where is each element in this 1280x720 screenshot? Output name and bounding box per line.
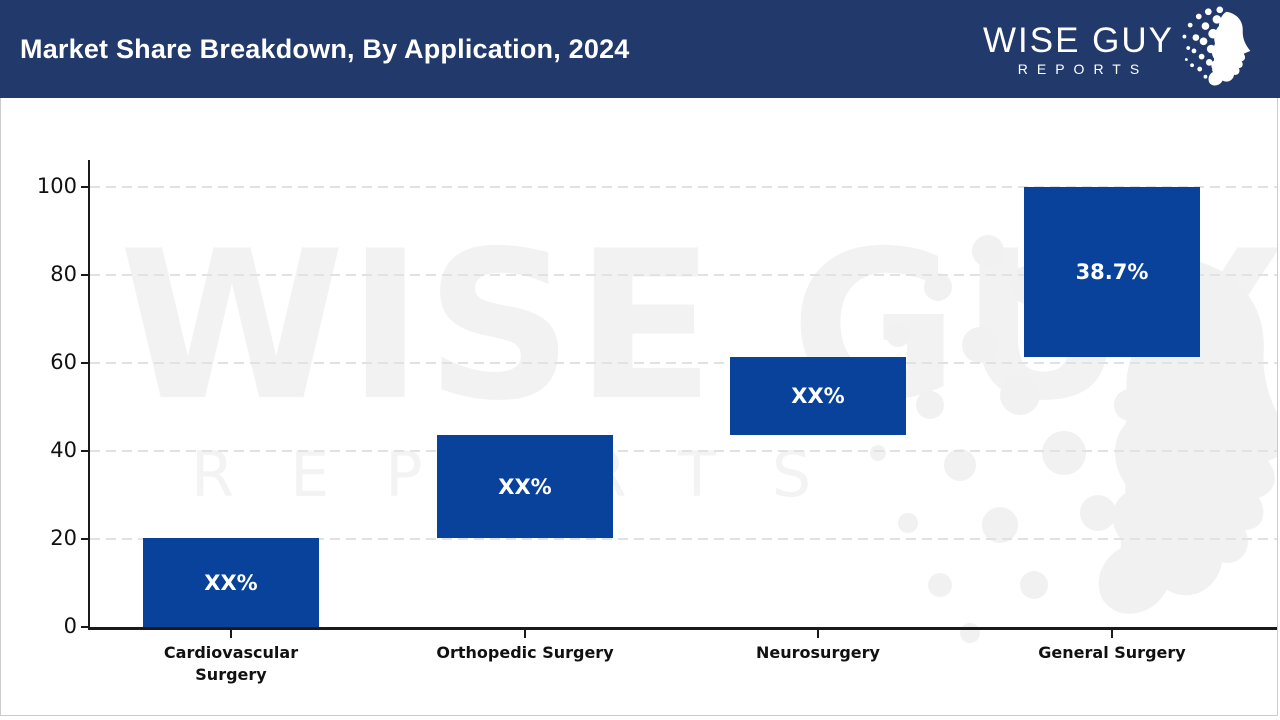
header: Market Share Breakdown, By Application, … — [0, 0, 1280, 98]
x-tick-label: General Surgery — [1038, 643, 1186, 662]
bar: XX% — [730, 357, 906, 436]
y-tick-label: 20 — [50, 526, 77, 550]
gridline — [90, 450, 1277, 452]
x-tick-label: Neurosurgery — [756, 643, 880, 662]
logo-wordmark: WISE GUY — [982, 20, 1174, 60]
y-axis-tick — [81, 626, 90, 628]
x-axis-tick — [1111, 629, 1113, 638]
y-tick-label: 40 — [50, 438, 77, 462]
y-axis-tick — [81, 538, 90, 540]
bar: XX% — [437, 435, 613, 539]
gridline — [90, 274, 1277, 276]
x-axis-tick — [524, 629, 526, 638]
page-title: Market Share Breakdown, By Application, … — [20, 33, 630, 64]
y-tick-label: 80 — [50, 262, 77, 286]
x-tick-label: Cardiovascular Surgery — [163, 643, 299, 684]
bar-value-label: 38.7% — [1075, 260, 1149, 285]
y-tick-label: 60 — [50, 350, 77, 374]
gridline — [90, 186, 1277, 188]
y-axis-tick — [81, 362, 90, 364]
bar-value-label: XX% — [204, 570, 258, 595]
y-axis-tick — [81, 186, 90, 188]
logo-face-icon — [1182, 6, 1251, 86]
bar: 38.7% — [1024, 187, 1200, 358]
x-axis-tick — [230, 629, 232, 638]
x-axis-tick — [817, 629, 819, 638]
gridline — [90, 538, 1277, 540]
plot-area: 0 20 40 60 80 100 XX% Cardiovascular Surgery XX%… — [1, 98, 1277, 715]
y-axis-line — [88, 160, 90, 630]
wise-guy-logo: WISE GUY REPORTS — [983, 6, 1254, 92]
chart-panel: WISE GUY REPORTS 020406080100XX%Cardiova… — [0, 98, 1278, 716]
y-tick-label: 0 — [63, 614, 77, 638]
gridline — [90, 362, 1277, 364]
bar-value-label: XX% — [498, 474, 552, 499]
bar: XX% — [143, 538, 319, 627]
y-tick-label: 100 — [36, 174, 77, 198]
y-axis-tick — [81, 450, 90, 452]
x-axis-line — [88, 627, 1277, 630]
y-axis-tick — [81, 274, 90, 276]
bar-value-label: XX% — [791, 384, 845, 409]
logo-subtitle: REPORTS — [1017, 60, 1149, 77]
x-tick-label: Orthopedic Surgery — [436, 643, 614, 662]
logo-text: WISE GUY REPORTS — [983, 23, 1174, 76]
